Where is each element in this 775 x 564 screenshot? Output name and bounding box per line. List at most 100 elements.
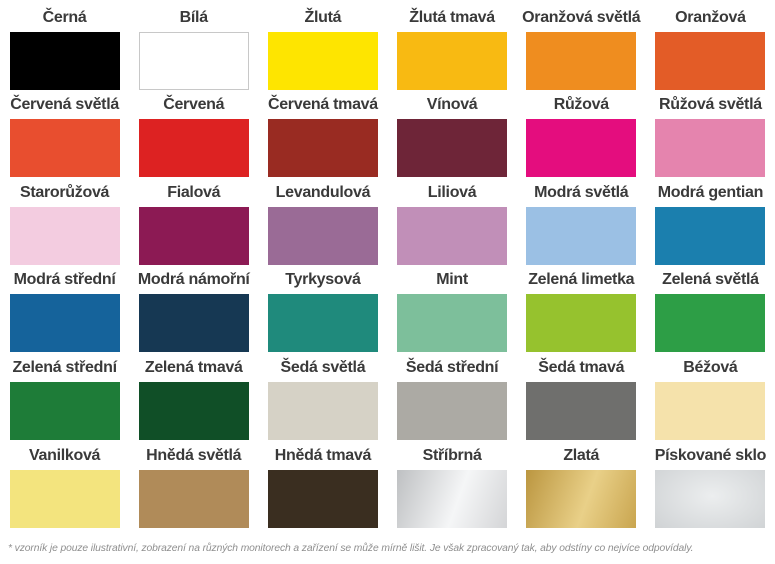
color-swatch xyxy=(397,294,508,353)
color-swatch xyxy=(138,381,249,440)
swatch-cell: Tyrkysová xyxy=(258,265,387,353)
swatch-label: Šedá světlá xyxy=(280,358,366,376)
swatch-label: Modrá námořní xyxy=(137,271,250,289)
swatch-label: Oranžová světlá xyxy=(522,8,641,26)
swatch-cell: Šedá světlá xyxy=(258,352,387,440)
swatch-cell: Zelená tmavá xyxy=(129,352,258,440)
color-swatch xyxy=(267,381,378,440)
swatch-cell: Žlutá xyxy=(258,2,387,90)
swatch-label: Starorůžová xyxy=(19,183,110,201)
color-swatch xyxy=(138,206,249,265)
swatch-cell: Šedá tmavá xyxy=(517,352,646,440)
color-swatch xyxy=(138,31,249,90)
swatch-label: Červená tmavá xyxy=(267,96,378,114)
color-swatch xyxy=(267,31,378,90)
swatch-cell: Hnědá světlá xyxy=(129,440,258,528)
swatch-cell: Modrá gentian xyxy=(646,177,775,265)
swatch-cell: Oranžová světlá xyxy=(517,2,646,90)
color-swatch xyxy=(267,294,378,353)
swatch-label: Zlatá xyxy=(563,446,600,464)
color-swatch xyxy=(397,381,508,440)
color-swatch xyxy=(655,469,766,528)
swatch-cell: Hnědá tmavá xyxy=(258,440,387,528)
swatch-cell: Zlatá xyxy=(517,440,646,528)
color-swatch xyxy=(526,119,637,178)
swatch-label: Modrá střední xyxy=(13,271,116,289)
swatch-label: Fialová xyxy=(167,183,221,201)
swatch-cell: Růžová xyxy=(517,90,646,178)
swatch-cell: Fialová xyxy=(129,177,258,265)
color-swatch xyxy=(655,294,766,353)
swatch-cell: Růžová světlá xyxy=(646,90,775,178)
color-swatch xyxy=(526,381,637,440)
color-swatch xyxy=(655,381,766,440)
swatch-label: Stříbrná xyxy=(422,446,482,464)
swatch-cell: Vínová xyxy=(388,90,517,178)
color-swatch xyxy=(9,119,120,178)
swatch-cell: Levandulová xyxy=(258,177,387,265)
swatch-label: Vínová xyxy=(426,96,478,114)
color-swatch xyxy=(9,469,120,528)
swatch-cell: Zelená limetka xyxy=(517,265,646,353)
swatch-label: Zelená limetka xyxy=(528,271,635,289)
swatch-label: Oranžová xyxy=(675,8,746,26)
color-swatch xyxy=(9,206,120,265)
swatch-cell: Červená světlá xyxy=(0,90,129,178)
swatch-cell: Pískované sklo xyxy=(646,440,775,528)
swatch-cell: Vanilková xyxy=(0,440,129,528)
swatch-cell: Červená xyxy=(129,90,258,178)
swatch-cell: Zelená světlá xyxy=(646,265,775,353)
swatch-label: Mint xyxy=(436,271,468,289)
swatch-label: Šedá střední xyxy=(405,358,499,376)
swatch-cell: Oranžová xyxy=(646,2,775,90)
color-swatch xyxy=(267,206,378,265)
swatch-cell: Modrá světlá xyxy=(517,177,646,265)
swatch-label: Žlutá tmavá xyxy=(409,8,495,26)
color-swatch xyxy=(397,119,508,178)
swatch-cell: Červená tmavá xyxy=(258,90,387,178)
swatch-cell: Stříbrná xyxy=(388,440,517,528)
swatch-label: Zelená tmavá xyxy=(144,358,243,376)
color-swatch xyxy=(526,469,637,528)
color-swatch xyxy=(138,119,249,178)
swatch-cell: Šedá střední xyxy=(388,352,517,440)
swatch-label: Hnědá tmavá xyxy=(274,446,372,464)
swatch-cell: Žlutá tmavá xyxy=(388,2,517,90)
swatch-label: Bílá xyxy=(179,8,208,26)
swatch-label: Zelená střední xyxy=(12,358,117,376)
color-swatch xyxy=(526,294,637,353)
swatch-grid: Černá Bílá Žlutá Žlutá tmavá Oranžová sv… xyxy=(0,2,775,528)
swatch-cell: Béžová xyxy=(646,352,775,440)
color-swatch xyxy=(267,119,378,178)
swatch-label: Červená světlá xyxy=(10,96,119,114)
swatch-cell: Mint xyxy=(388,265,517,353)
color-swatch xyxy=(655,31,766,90)
color-swatch xyxy=(397,206,508,265)
swatch-cell: Modrá střední xyxy=(0,265,129,353)
swatch-label: Béžová xyxy=(683,358,738,376)
color-swatch xyxy=(9,31,120,90)
color-swatch xyxy=(526,31,637,90)
footnote-text: * vzorník je pouze ilustrativní, zobraze… xyxy=(8,543,694,554)
swatch-label: Pískované sklo xyxy=(654,446,767,464)
swatch-label: Vanilková xyxy=(29,446,101,464)
swatch-label: Modrá gentian xyxy=(657,183,764,201)
color-swatch xyxy=(138,469,249,528)
swatch-label: Tyrkysová xyxy=(285,271,361,289)
swatch-label: Šedá tmavá xyxy=(538,358,625,376)
swatch-label: Růžová xyxy=(553,96,609,114)
color-swatch xyxy=(655,119,766,178)
color-swatch xyxy=(9,294,120,353)
color-swatch xyxy=(655,206,766,265)
swatch-cell: Černá xyxy=(0,2,129,90)
color-swatch xyxy=(526,206,637,265)
swatch-label: Zelená světlá xyxy=(662,271,759,289)
swatch-cell: Modrá námořní xyxy=(129,265,258,353)
swatch-cell: Liliová xyxy=(388,177,517,265)
swatch-label: Liliová xyxy=(427,183,477,201)
color-swatch xyxy=(267,469,378,528)
color-swatch xyxy=(397,469,508,528)
swatch-label: Růžová světlá xyxy=(659,96,762,114)
swatch-label: Levandulová xyxy=(275,183,371,201)
